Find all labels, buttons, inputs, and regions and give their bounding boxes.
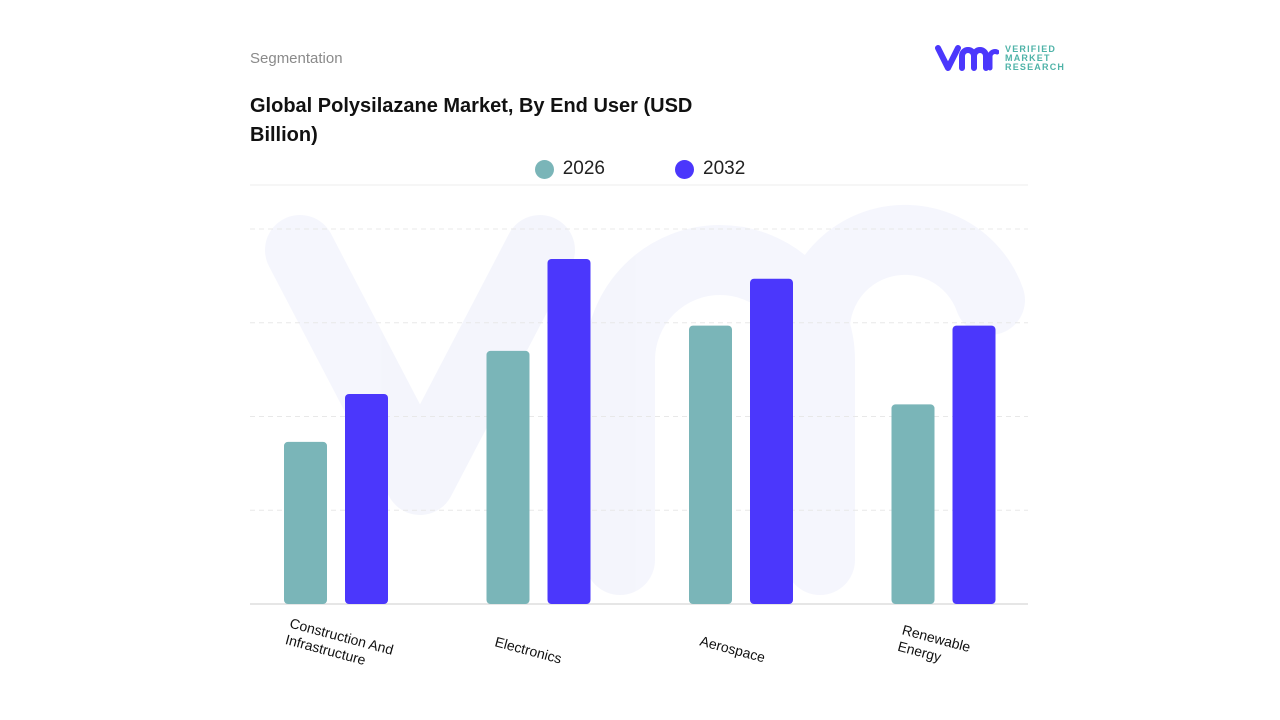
bar-aerospace-2026 (689, 325, 732, 604)
legend-swatch-2032 (675, 159, 694, 179)
watermark (265, 204, 1025, 595)
legend-item-2026: 2026 (534, 158, 605, 180)
verified-market-research-logo: VERIFIED MARKET RESEARCH (935, 44, 1065, 72)
segment-label: Segmentation (250, 50, 343, 67)
legend-label-2032: 2032 (703, 158, 746, 179)
bar-renewable-energy-2026 (891, 404, 935, 604)
logo-text-3: RESEARCH (1005, 61, 1066, 72)
legend-swatch-2026 (534, 159, 554, 179)
logo-text-1: VERIFIED (1005, 43, 1057, 54)
legend-item-2032: 2032 (675, 158, 745, 180)
chart-legend: 2026 2032 (0, 158, 1280, 180)
bar-electronics-2032 (547, 259, 591, 604)
bar-electronics-2026 (486, 350, 530, 604)
bar-construction-and-infrastructure-2026 (284, 441, 327, 604)
chart-title: Global Polysilazane Market, By End User … (250, 95, 693, 146)
bar-aerospace-2032 (750, 278, 793, 604)
bar-construction-and-infrastructure-2032 (345, 394, 388, 604)
logo-text-2: MARKET (1005, 52, 1051, 63)
bar-renewable-energy-2032 (952, 325, 996, 604)
vmr-logo-icon (935, 45, 999, 71)
legend-label-2026: 2026 (562, 158, 605, 179)
